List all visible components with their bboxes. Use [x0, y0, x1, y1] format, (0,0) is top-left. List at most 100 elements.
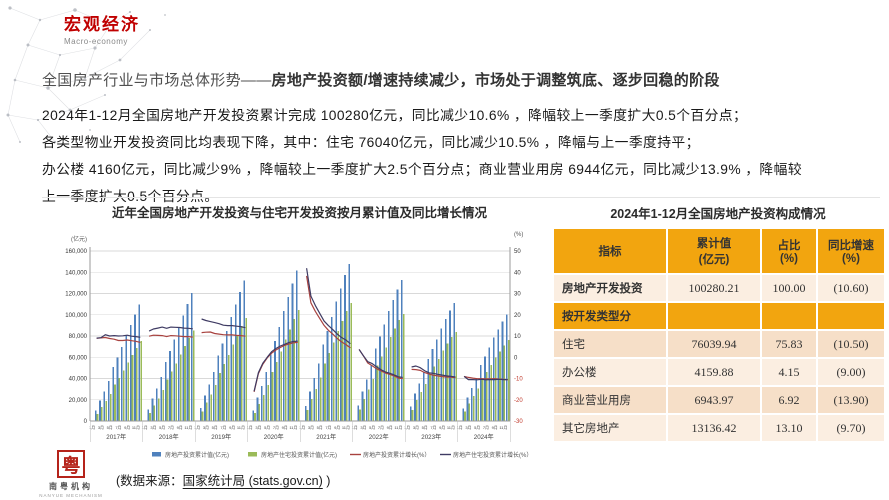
table-cell: (10.50) [818, 331, 884, 357]
table-cell: 住宅 [554, 331, 666, 357]
svg-text:11月: 11月 [342, 425, 350, 430]
svg-text:20,000: 20,000 [69, 398, 88, 404]
svg-text:11月: 11月 [184, 425, 192, 430]
svg-text:9月: 9月 [439, 425, 445, 430]
svg-text:(%): (%) [514, 232, 523, 238]
source-link[interactable]: 国家统计局 (stats.gov.cn) [182, 474, 323, 488]
table-cell: 13136.42 [668, 415, 760, 441]
svg-text:1月: 1月 [89, 425, 95, 430]
svg-text:140,000: 140,000 [65, 270, 87, 276]
svg-text:5月: 5月 [264, 425, 270, 430]
svg-text:80,000: 80,000 [69, 334, 88, 340]
svg-text:9月: 9月 [334, 425, 340, 430]
svg-text:5月: 5月 [317, 425, 323, 430]
svg-text:2020年: 2020年 [264, 433, 284, 441]
svg-text:7月: 7月 [220, 425, 226, 430]
svg-text:5月: 5月 [422, 425, 428, 430]
svg-text:7月: 7月 [378, 425, 384, 430]
table-cell: 6943.97 [668, 387, 760, 413]
svg-text:5月: 5月 [474, 425, 480, 430]
investment-chart-panel: 近年全国房地产开发投资与住宅开发投资按月累计值及同比增长情况 0 20,000 40… [52, 203, 547, 469]
svg-text:11月: 11月 [394, 425, 402, 430]
table-cell: 76039.94 [668, 331, 760, 357]
table-row: 其它房地产 13136.42 13.10 (9.70) [554, 415, 884, 441]
svg-text:9月: 9月 [177, 425, 183, 430]
investment-chart: 0 20,000 40,000 60,000 80,000 100,000 120,000 1… [65, 232, 532, 459]
table-cell: (13.90) [818, 387, 884, 413]
svg-text:1月: 1月 [299, 425, 305, 430]
table-header-cell: 同比增速 (%) [818, 229, 884, 273]
svg-text:3月: 3月 [98, 425, 104, 430]
svg-text:2022年: 2022年 [369, 433, 389, 441]
section-divider [42, 197, 880, 198]
svg-text:7月: 7月 [168, 425, 174, 430]
svg-text:房地产住宅投资累计值(亿元): 房地产住宅投资累计值(亿元) [261, 451, 337, 459]
chart-title: 近年全国房地产开发投资与住宅开发投资按月累计值及同比增长情况 [111, 206, 487, 220]
table-cell: 商业营业用房 [554, 387, 666, 413]
page-title: 宏观经济 [64, 15, 140, 34]
svg-text:2021年: 2021年 [316, 433, 336, 441]
svg-text:7月: 7月 [115, 425, 121, 430]
svg-text:3月: 3月 [255, 425, 261, 430]
svg-text:5月: 5月 [369, 425, 375, 430]
logo-name: 南粤机构 [49, 482, 93, 491]
logo-name-en: NANYUE MECHANISM [39, 493, 103, 498]
svg-text:9月: 9月 [387, 425, 393, 430]
svg-text:50: 50 [514, 249, 521, 255]
logo-seal-icon: 粤 [57, 450, 85, 478]
svg-text:7月: 7月 [325, 425, 331, 430]
table-cell: 办公楼 [554, 359, 666, 385]
investment-table-panel: 2024年1-12月全国房地产投资构成情况 指标 累计值 (亿元) 占比 (%) 同比… [552, 203, 884, 443]
svg-text:2024年: 2024年 [474, 433, 494, 441]
svg-text:3月: 3月 [308, 425, 314, 430]
table-cell: 75.83 [762, 331, 816, 357]
table-header-cell: 累计值 (亿元) [668, 229, 760, 273]
body-line: 办公楼 4160亿元，同比减少9% ，降幅较上一季度扩大2.5个百分点；商业营业… [42, 162, 803, 177]
table-cell: 100.00 [762, 275, 816, 301]
svg-text:11月: 11月 [289, 425, 297, 430]
page-header: 宏观经济 Macro-economy [64, 10, 140, 46]
source-prefix: (数据来源： [116, 474, 183, 488]
svg-text:房地产住宅投资累计增长(%）: 房地产住宅投资累计增长(%） [453, 451, 532, 459]
table-cell: (9.70) [818, 415, 884, 441]
table-header-cell: 指标 [554, 229, 666, 273]
page-subtitle: Macro-economy [64, 37, 128, 46]
svg-text:-30: -30 [514, 419, 523, 425]
svg-text:2019年: 2019年 [211, 433, 231, 441]
svg-text:11月: 11月 [237, 425, 245, 430]
svg-text:7月: 7月 [273, 425, 279, 430]
svg-text:5月: 5月 [212, 425, 218, 430]
svg-text:-10: -10 [514, 377, 523, 383]
svg-text:60,000: 60,000 [69, 355, 88, 361]
table-header-row: 指标 累计值 (亿元) 占比 (%) 同比增速 (%) [554, 229, 884, 273]
svg-text:10: 10 [514, 334, 521, 340]
svg-text:7月: 7月 [483, 425, 489, 430]
svg-text:5月: 5月 [107, 425, 113, 430]
svg-text:0: 0 [84, 419, 88, 425]
svg-text:40,000: 40,000 [69, 377, 88, 383]
svg-text:1月: 1月 [142, 425, 148, 430]
svg-text:房地产投资累计值(亿元): 房地产投资累计值(亿元) [165, 451, 229, 459]
svg-text:20: 20 [514, 313, 521, 319]
svg-text:3月: 3月 [413, 425, 419, 430]
data-source-note: (数据来源：国家统计局 (stats.gov.cn) ) [116, 470, 330, 489]
body-line: 各类型物业开发投资同比均表现下降，其中：住宅 76040亿元，同比减少10.5%… [42, 135, 700, 150]
svg-text:1月: 1月 [194, 425, 200, 430]
svg-text:3月: 3月 [150, 425, 156, 430]
body-line: 上一季度扩大0.5个百分点。 [42, 189, 219, 204]
table-cell: (10.60) [818, 275, 884, 301]
table-row: 办公楼 4159.88 4.15 (9.00) [554, 359, 884, 385]
svg-text:5月: 5月 [159, 425, 165, 430]
svg-text:9月: 9月 [282, 425, 288, 430]
headline-prefix: 全国房产行业与市场总体形势—— [42, 72, 272, 89]
table-cell: 其它房地产 [554, 415, 666, 441]
svg-text:(亿元): (亿元) [71, 235, 87, 243]
svg-text:11月: 11月 [499, 425, 507, 430]
table-cell: 13.10 [762, 415, 816, 441]
table-row: 按开发类型分 [554, 303, 884, 329]
svg-text:1月: 1月 [457, 425, 463, 430]
svg-text:30: 30 [514, 292, 521, 298]
slide-headline: 全国房产行业与市场总体形势——房地产投资额/增速持续减少，市场处于调整筑底、逐步… [42, 69, 872, 90]
table-cell [818, 303, 884, 329]
